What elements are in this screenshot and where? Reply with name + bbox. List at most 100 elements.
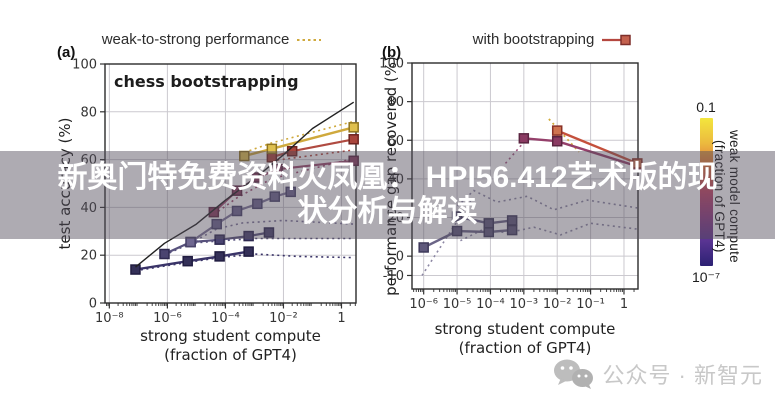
legend-weak-to-strong: weak-to-strong performance: [62, 31, 362, 48]
colorbar-title: weak model compute (fraction of GPT4): [712, 98, 742, 294]
y-tick-label: 100: [379, 57, 404, 72]
x-tick-label: 10⁻²: [269, 311, 298, 326]
x-axis-label: (fraction of GPT4): [459, 339, 592, 357]
legend-with-bootstrapping: with bootstrapping: [428, 31, 678, 48]
x-tick-label: 10⁻⁶: [153, 311, 182, 326]
colorbar-min-label: 10⁻⁷: [691, 269, 721, 285]
y-tick-label: 40: [80, 201, 97, 216]
data-marker: [418, 242, 429, 253]
y-tick-label: 40: [387, 172, 404, 187]
promo-overlay-text: 新奥门特免费资料火凤凰： HPI56.412艺术版的现 状分析与解读: [0, 151, 775, 229]
data-marker: [130, 264, 141, 275]
data-marker: [252, 198, 263, 210]
colorbar-max-label: 0.1: [696, 99, 716, 115]
data-marker: [348, 122, 359, 133]
legend-a-label: weak-to-strong performance: [101, 31, 290, 48]
series-weak-1e-2-w2s-dotted: [244, 120, 354, 154]
plot-frame: [104, 63, 357, 304]
data-marker: [231, 185, 243, 196]
series-weak-1e-5-w2s-dotted: [190, 219, 354, 245]
y-tick-label: 80: [387, 95, 404, 110]
data-marker: [243, 230, 254, 242]
data-marker: [272, 163, 283, 175]
x-tick-label: 10⁻⁴: [476, 297, 505, 312]
series-weak-1e-4-w2s-dotted: [213, 157, 354, 216]
wechat-icon: [554, 359, 594, 389]
y-tick-label: 20: [387, 211, 404, 226]
x-tick-label: 1: [620, 297, 628, 312]
series-with-bootstrapping-red: [556, 129, 638, 165]
watermark-label: 公众号 · 新智元: [602, 363, 763, 388]
chart-a: 10⁻⁸ 10⁻⁶ 10⁻⁴ 10⁻² 1 0 20 40 60 80 100 chess boots…: [56, 58, 359, 364]
y-tick-label: 20: [80, 249, 97, 264]
data-marker: [243, 246, 254, 257]
data-marker: [182, 255, 193, 267]
panel-b-tag: (b): [382, 44, 402, 61]
promo-overlay-line1: 新奥门特免费资料火凤凰： HPI56.412艺术版的现: [57, 161, 718, 194]
series-weak-small-bootstrap-low: [423, 228, 513, 249]
promo-overlay-band: 新奥门特免费资料火凤凰： HPI56.412艺术版的现 状分析与解读: [0, 151, 775, 239]
watermark: 公众号 · 新智元: [552, 358, 763, 390]
panel-a-tag: (a): [57, 44, 76, 61]
data-marker: [252, 172, 263, 183]
data-marker: [159, 248, 170, 260]
series-no-bootstrap-lower-dotted: [460, 222, 638, 242]
data-marker: [483, 218, 495, 229]
x-tick-label: 10⁻⁸: [95, 311, 124, 326]
y-axis-label: performance gap recovered (%): [382, 56, 400, 296]
data-marker: [208, 206, 220, 218]
data-marker: [348, 134, 359, 145]
y-tick-label: -10: [383, 269, 404, 284]
data-marker: [263, 227, 275, 238]
y-tick-label: 60: [387, 134, 404, 149]
data-marker: [506, 215, 518, 226]
x-tick-label: 10⁻⁵: [443, 297, 472, 312]
x-tick-label: 10⁻²: [543, 297, 572, 312]
colorbar-title-line2: (fraction of GPT4): [712, 139, 727, 253]
series-magenta-dotted-segment: [504, 143, 523, 164]
data-marker: [518, 133, 530, 144]
y-axis-label: test accuracy (%): [56, 118, 74, 250]
data-marker: [231, 205, 243, 217]
series-weak-1e-7-bootstrap: [135, 250, 249, 271]
promo-overlay-line2: 状分析与解读: [297, 195, 478, 228]
red-line-square-swatch: [602, 34, 632, 45]
data-marker: [285, 186, 296, 198]
data-marker: [239, 150, 250, 162]
x-tick-label: 1: [337, 311, 345, 326]
data-marker: [185, 236, 196, 248]
y-tick-label: 0: [89, 297, 97, 312]
data-marker: [214, 234, 225, 245]
data-marker: [348, 155, 359, 167]
data-marker: [551, 135, 563, 147]
colorbar-title-line1: weak model compute: [727, 129, 742, 263]
y-tick-label: 100: [72, 58, 97, 73]
y-tick-label: 80: [80, 105, 97, 120]
series-gold-dotted-segment: [548, 118, 580, 153]
chart-b: 10⁻⁶ 10⁻⁵ 10⁻⁴ 10⁻³ 10⁻² 10⁻¹ 1 -10 0 20 40 60 80 100…: [379, 56, 643, 357]
colorbar-gradient: [699, 118, 713, 266]
x-tick-label: 10⁻⁶: [409, 297, 438, 312]
x-tick-label: 10⁻¹: [576, 297, 605, 312]
chart-inner-title: chess bootstrapping: [114, 72, 299, 91]
y-tick-label: 0: [396, 250, 404, 265]
series-strong-ceiling: [135, 101, 355, 268]
data-marker: [266, 143, 278, 155]
data-marker: [632, 158, 643, 169]
data-marker: [269, 191, 281, 202]
x-axis-label: strong student compute: [435, 320, 616, 338]
x-axis-label: (fraction of GPT4): [164, 346, 297, 364]
colorbar: 0.1 10⁻⁷: [686, 99, 726, 286]
data-marker: [451, 225, 463, 237]
dashed-line-swatch: [297, 38, 322, 41]
y-tick-label: 60: [80, 153, 97, 168]
data-marker: [211, 218, 222, 230]
series-no-bootstrap-upper-dotted: [453, 189, 638, 211]
data-marker: [214, 251, 225, 262]
data-marker: [551, 125, 563, 136]
plot-frame: [411, 62, 639, 290]
x-tick-label: 10⁻⁴: [211, 311, 240, 326]
data-marker: [451, 211, 463, 222]
